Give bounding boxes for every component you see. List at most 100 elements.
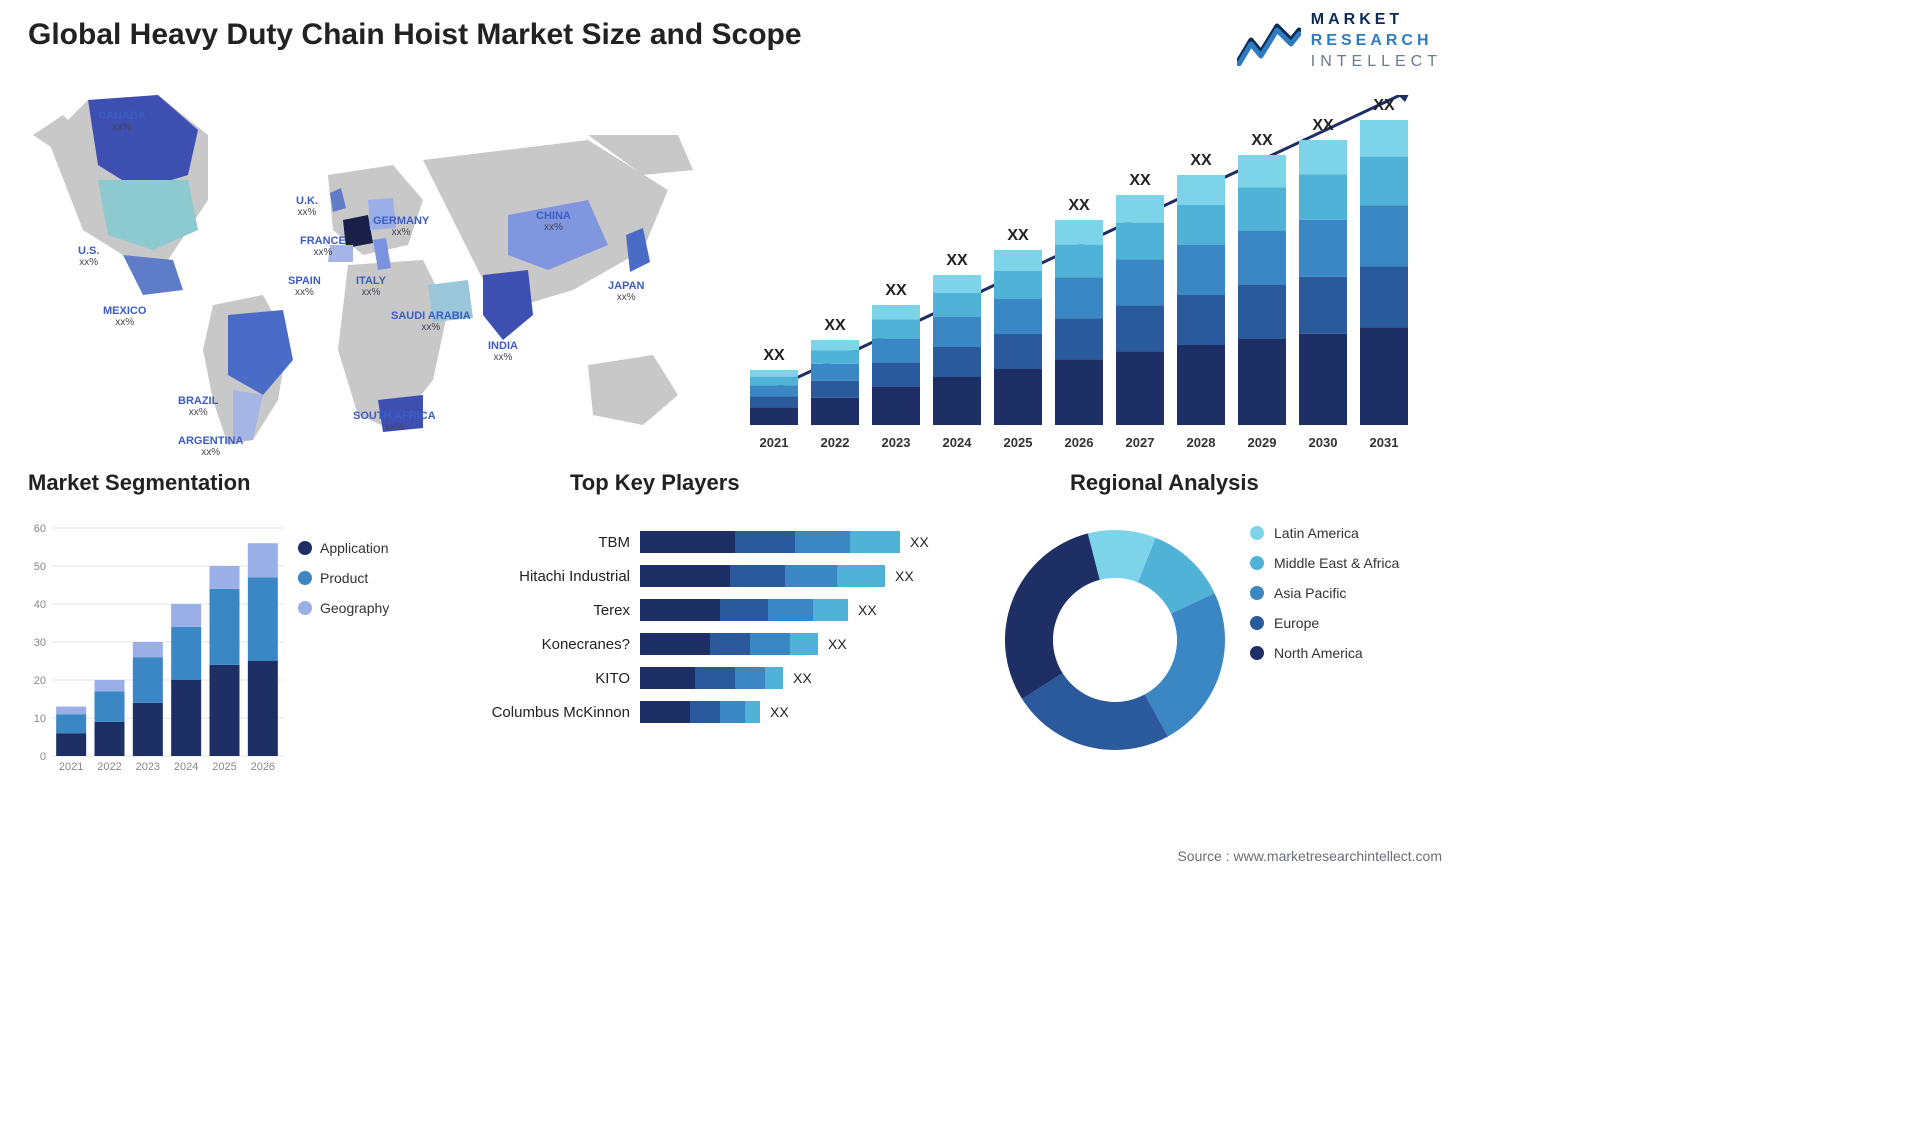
player-row: Terex XX: [470, 593, 990, 627]
map-label: MEXICOxx%: [103, 305, 146, 328]
player-bar-wrap: XX: [640, 701, 990, 723]
player-bar-segment: [837, 565, 885, 587]
player-bar: [640, 701, 760, 723]
map-label: FRANCExx%: [300, 235, 346, 258]
segmentation-legend: Application Product Geography: [298, 540, 389, 630]
legend-swatch: [1250, 586, 1264, 600]
legend-swatch: [1250, 646, 1264, 660]
svg-text:0: 0: [40, 751, 46, 763]
svg-text:50: 50: [34, 561, 46, 573]
player-bar: [640, 599, 848, 621]
legend-swatch: [298, 571, 312, 585]
player-bar-segment: [710, 633, 750, 655]
svg-text:XX: XX: [1251, 132, 1273, 149]
svg-text:40: 40: [34, 599, 46, 611]
legend-item: Application: [298, 540, 389, 556]
player-bar-segment: [720, 599, 768, 621]
svg-text:2026: 2026: [251, 761, 275, 773]
player-bar-wrap: XX: [640, 565, 990, 587]
player-row: Hitachi IndustrialXX: [470, 559, 990, 593]
player-value: XX: [793, 670, 812, 686]
player-bar-segment: [720, 701, 745, 723]
segmentation-chart: 0102030405060202120222023202420252026: [28, 520, 288, 780]
svg-text:2030: 2030: [1309, 435, 1338, 450]
legend-label: Product: [320, 570, 368, 586]
svg-text:2026: 2026: [1065, 435, 1094, 450]
legend-swatch: [1250, 526, 1264, 540]
map-label: CHINAxx%: [536, 210, 571, 233]
svg-text:20: 20: [34, 675, 46, 687]
svg-text:XX: XX: [885, 282, 907, 299]
map-label: GERMANYxx%: [373, 215, 429, 238]
player-bar-segment: [813, 599, 848, 621]
player-name: KITO: [470, 670, 640, 687]
player-bar-segment: [735, 667, 765, 689]
map-label: U.K.xx%: [296, 195, 318, 218]
svg-text:2028: 2028: [1187, 435, 1216, 450]
legend-item: Middle East & Africa: [1250, 555, 1399, 571]
svg-text:60: 60: [34, 523, 46, 535]
player-bar-segment: [730, 565, 785, 587]
brand-logo: MARKET RESEARCH INTELLECT: [1237, 10, 1442, 72]
donut-slice: [1005, 533, 1100, 698]
player-bar-wrap: XX: [640, 531, 990, 553]
svg-text:XX: XX: [1068, 197, 1090, 214]
player-bar-segment: [768, 599, 813, 621]
player-name: Terex: [470, 602, 640, 619]
player-value: XX: [770, 704, 789, 720]
map-label: BRAZILxx%: [178, 395, 218, 418]
legend-swatch: [1250, 616, 1264, 630]
legend-item: Asia Pacific: [1250, 585, 1399, 601]
legend-label: Geography: [320, 600, 389, 616]
player-bar: [640, 565, 885, 587]
player-name: Konecranes?: [470, 636, 640, 653]
logo-text-1: MARKET: [1311, 10, 1442, 31]
map-label: SOUTH AFRICAxx%: [353, 410, 436, 433]
svg-text:2031: 2031: [1370, 435, 1399, 450]
donut-slice: [1145, 593, 1225, 736]
svg-text:XX: XX: [1007, 227, 1029, 244]
player-value: XX: [828, 636, 847, 652]
svg-text:2025: 2025: [212, 761, 236, 773]
players-list: TBMXXHitachi IndustrialXXTerexXXKonecran…: [470, 525, 990, 729]
player-bar-segment: [765, 667, 783, 689]
player-bar-segment: [640, 633, 710, 655]
player-bar-segment: [640, 667, 695, 689]
legend-item: North America: [1250, 645, 1399, 661]
svg-text:XX: XX: [1373, 97, 1395, 114]
player-bar-segment: [640, 565, 730, 587]
legend-label: Asia Pacific: [1274, 585, 1346, 601]
world-map-svg: [28, 80, 708, 450]
source-attribution: Source : www.marketresearchintellect.com: [1177, 848, 1442, 864]
regional-title: Regional Analysis: [1070, 470, 1259, 496]
player-name: Columbus McKinnon: [470, 704, 640, 721]
legend-label: Europe: [1274, 615, 1319, 631]
world-map: CANADAxx%U.S.xx%MEXICOxx%BRAZILxx%ARGENT…: [28, 80, 708, 450]
map-label: U.S.xx%: [78, 245, 99, 268]
player-bar-segment: [745, 701, 760, 723]
player-bar-segment: [640, 531, 735, 553]
svg-text:2021: 2021: [59, 761, 83, 773]
player-bar: [640, 633, 818, 655]
svg-text:2021: 2021: [760, 435, 789, 450]
player-row: Konecranes? XX: [470, 627, 990, 661]
segmentation-title: Market Segmentation: [28, 470, 251, 496]
svg-text:XX: XX: [1129, 172, 1151, 189]
player-bar-wrap: XX: [640, 667, 990, 689]
player-value: XX: [858, 602, 877, 618]
legend-label: Middle East & Africa: [1274, 555, 1399, 571]
legend-item: Product: [298, 570, 389, 586]
map-label: SAUDI ARABIAxx%: [391, 310, 471, 333]
main-bar-chart: XX2021XX2022XX2023XX2024XX2025XX2026XX20…: [740, 95, 1440, 465]
player-bar-segment: [640, 599, 720, 621]
player-bar-wrap: XX: [640, 599, 990, 621]
player-name: TBM: [470, 534, 640, 551]
regional-donut: [1000, 525, 1230, 755]
svg-text:XX: XX: [1190, 152, 1212, 169]
svg-text:2023: 2023: [136, 761, 160, 773]
player-value: XX: [910, 534, 929, 550]
legend-swatch: [1250, 556, 1264, 570]
logo-text-3: INTELLECT: [1311, 52, 1442, 73]
map-label: CANADAxx%: [98, 110, 146, 133]
player-name: Hitachi Industrial: [470, 568, 640, 585]
